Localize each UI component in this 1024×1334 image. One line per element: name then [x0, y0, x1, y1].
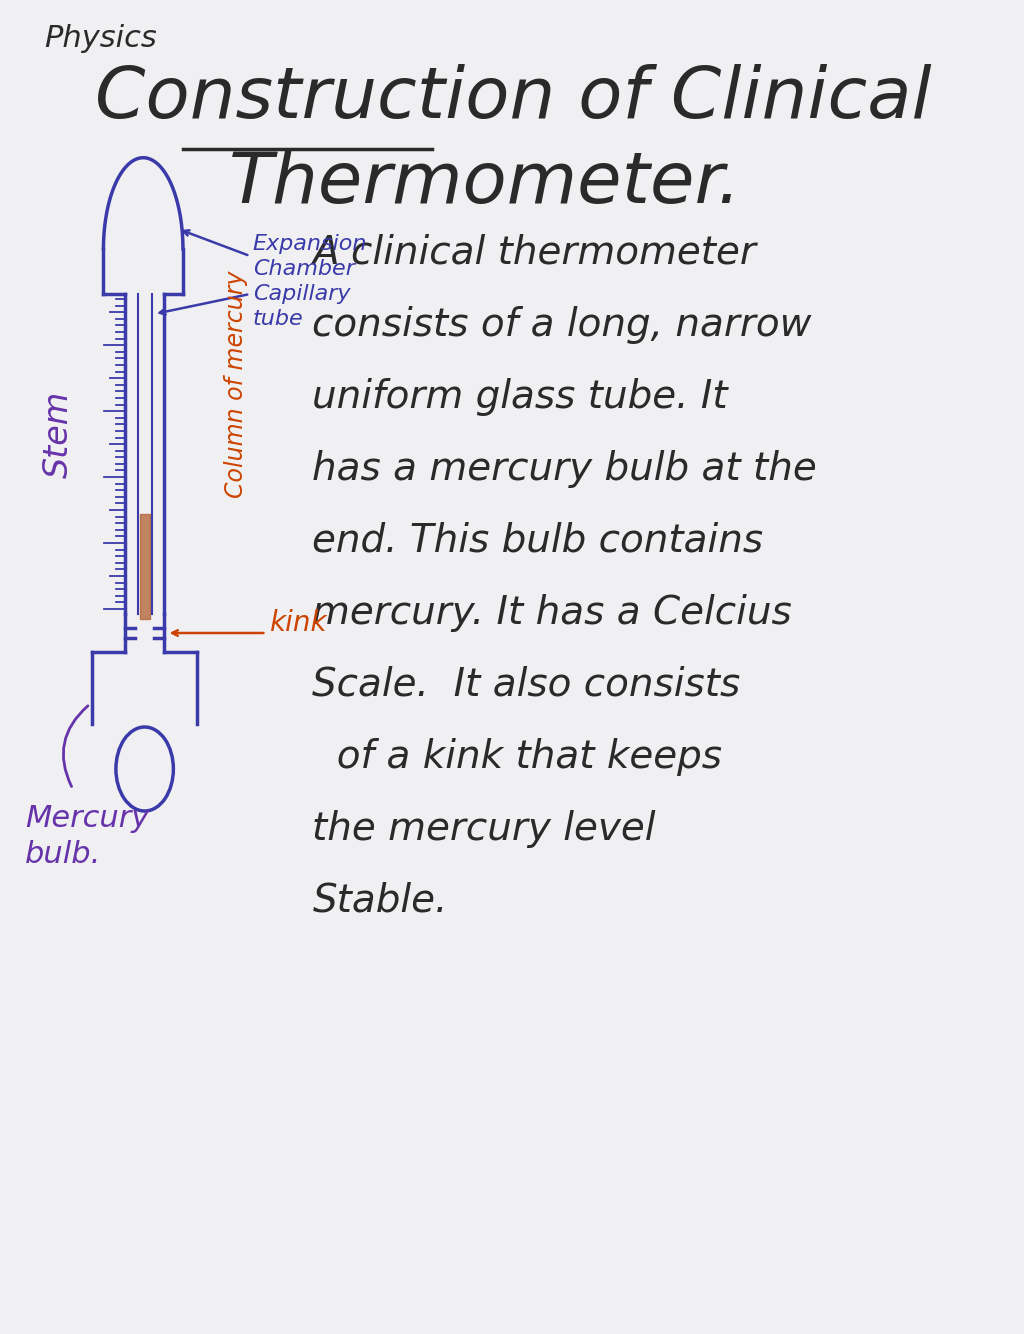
- Text: uniform glass tube. It: uniform glass tube. It: [312, 378, 728, 416]
- Text: Expansion
Chamber: Expansion Chamber: [253, 233, 368, 279]
- Text: Column of mercury: Column of mercury: [224, 271, 248, 498]
- Text: Scale.  It also consists: Scale. It also consists: [312, 666, 740, 704]
- Text: mercury. It has a Celcius: mercury. It has a Celcius: [312, 594, 792, 632]
- Text: kink: kink: [269, 610, 327, 638]
- Text: of a kink that keeps: of a kink that keeps: [312, 738, 722, 776]
- Text: the mercury level: the mercury level: [312, 810, 655, 848]
- Text: Thermometer.: Thermometer.: [228, 149, 741, 217]
- Text: consists of a long, narrow: consists of a long, narrow: [312, 305, 812, 344]
- Text: Stable.: Stable.: [312, 882, 447, 920]
- Text: Capillary
tube: Capillary tube: [253, 284, 350, 328]
- Text: end. This bulb contains: end. This bulb contains: [312, 522, 764, 560]
- Text: A clinical thermometer: A clinical thermometer: [312, 233, 756, 272]
- Text: Mercury
bulb.: Mercury bulb.: [25, 804, 150, 868]
- Text: Stem: Stem: [42, 391, 75, 478]
- Text: has a mercury bulb at the: has a mercury bulb at the: [312, 450, 817, 488]
- Text: Physics: Physics: [44, 24, 157, 53]
- Text: Construction of Clinical: Construction of Clinical: [95, 64, 932, 133]
